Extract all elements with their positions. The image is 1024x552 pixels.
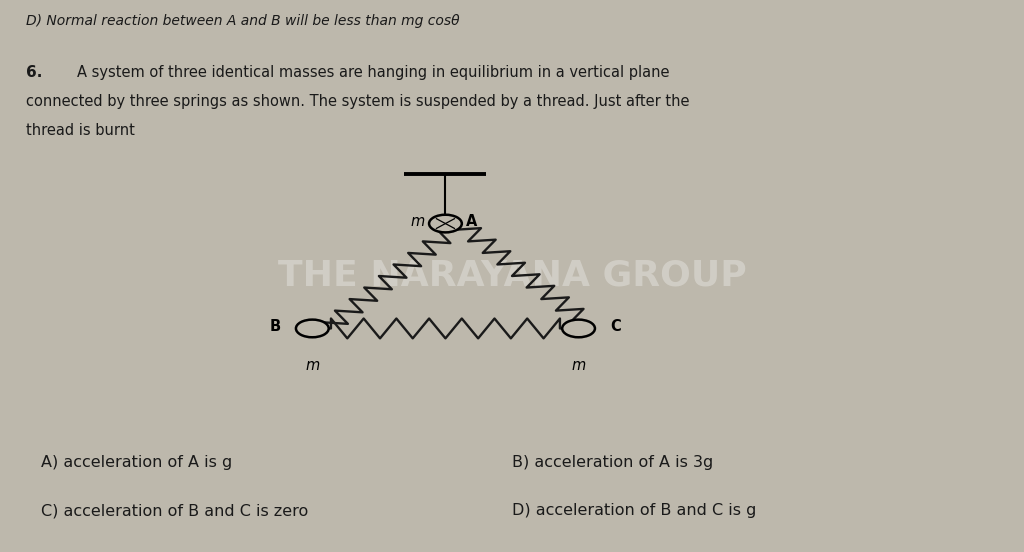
Text: C) acceleration of B and C is zero: C) acceleration of B and C is zero — [41, 503, 308, 518]
Text: m: m — [571, 358, 586, 373]
Text: m: m — [305, 358, 319, 373]
Text: A system of three identical masses are hanging in equilibrium in a vertical plan: A system of three identical masses are h… — [77, 65, 670, 80]
Text: B: B — [269, 319, 281, 334]
Circle shape — [562, 320, 595, 337]
Text: D) Normal reaction between A and B will be less than mg cosθ: D) Normal reaction between A and B will … — [26, 14, 459, 28]
Text: C: C — [610, 319, 621, 334]
Text: B) acceleration of A is 3g: B) acceleration of A is 3g — [512, 455, 714, 470]
Text: m: m — [411, 214, 425, 229]
Text: 6.: 6. — [26, 65, 42, 80]
Text: THE NARAYANA GROUP: THE NARAYANA GROUP — [278, 259, 746, 293]
Text: thread is burnt: thread is burnt — [26, 123, 134, 137]
Circle shape — [429, 215, 462, 232]
Text: connected by three springs as shown. The system is suspended by a thread. Just a: connected by three springs as shown. The… — [26, 94, 689, 109]
Text: D) acceleration of B and C is g: D) acceleration of B and C is g — [512, 503, 757, 518]
Text: A) acceleration of A is g: A) acceleration of A is g — [41, 455, 232, 470]
Circle shape — [296, 320, 329, 337]
Text: A: A — [466, 214, 477, 229]
